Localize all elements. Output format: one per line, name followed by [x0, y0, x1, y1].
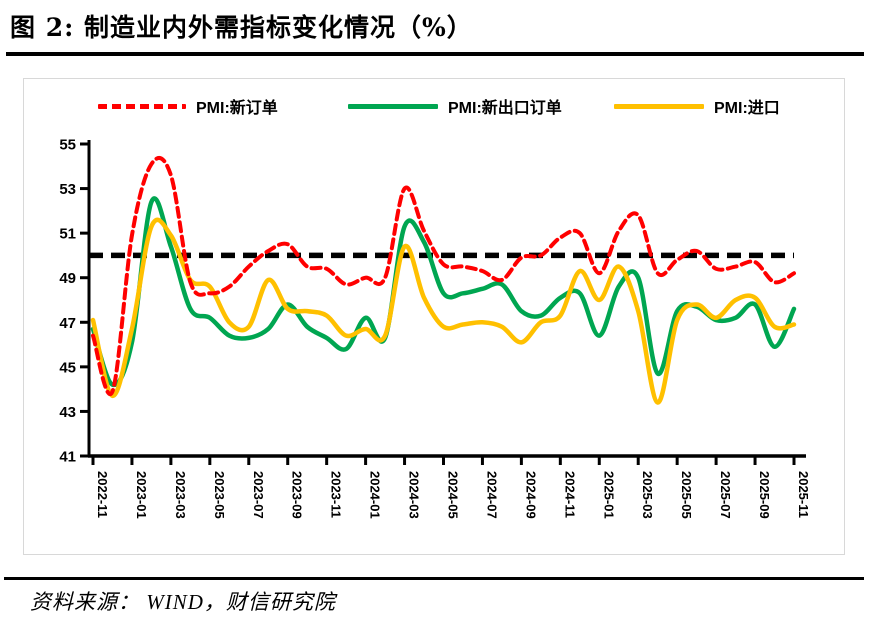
y-tick-label: 45	[59, 359, 76, 376]
source-divider	[4, 577, 864, 580]
x-tick-label: 2024-01	[368, 471, 383, 519]
x-tick-label: 2023-05	[212, 471, 227, 519]
x-tick-label: 2025-01	[601, 471, 616, 519]
legend-swatch-green	[348, 103, 438, 109]
y-tick-label: 47	[59, 315, 76, 332]
x-tick-label: 2023-11	[329, 471, 344, 518]
x-tick-label: 2024-03	[407, 471, 422, 519]
y-tick-label: 43	[59, 404, 76, 421]
legend-item-new-export-orders: PMI:新出口订单	[348, 95, 562, 117]
x-tick-label: 2022-11	[95, 471, 110, 518]
x-tick-label: 2024-07	[484, 471, 499, 519]
chart-card: 41 43 45 47 49 51 53 55 2022-11 2023-01 2023-03 202…	[23, 78, 845, 555]
x-tick-label: 2025-07	[718, 471, 733, 519]
y-tick-label: 53	[59, 181, 76, 198]
pmi-line-chart: 41 43 45 47 49 51 53 55 2022-11 2023-01 2023-03 202…	[59, 137, 811, 519]
series-line-imports	[90, 217, 797, 405]
y-tick-label: 41	[59, 449, 76, 466]
x-tick-label: 2023-01	[134, 471, 149, 519]
y-tick-label: 49	[59, 270, 76, 287]
x-tick-label: 2023-03	[173, 471, 188, 519]
x-tick-label: 2025-09	[757, 471, 772, 519]
legend-swatch-yellow	[614, 103, 704, 109]
title-underline	[6, 52, 864, 56]
legend-label-new-export-orders: PMI:新出口订单	[448, 100, 562, 117]
x-tick-label: 2024-11	[562, 471, 577, 518]
legend-label-new-orders: PMI:新订单	[196, 100, 278, 117]
x-tick-label: 2024-05	[445, 471, 460, 519]
legend-item-new-orders: PMI:新订单	[98, 95, 278, 117]
source-text: 资料来源： WIND，财信研究院	[30, 590, 336, 614]
series-line-new-orders	[91, 156, 796, 397]
x-tick-label: 2024-09	[523, 471, 538, 519]
x-tick-label: 2023-07	[251, 471, 266, 519]
figure-title: 图 2: 制造业内外需指标变化情况（%）	[10, 13, 473, 42]
y-tick-label: 55	[59, 137, 76, 154]
legend-item-imports: PMI:进口	[614, 95, 780, 117]
y-tick-label: 51	[59, 226, 76, 243]
x-tick-label: 2025-05	[679, 471, 694, 519]
legend-swatch-red-dashed	[98, 103, 186, 109]
legend-label-imports: PMI:进口	[714, 100, 780, 117]
x-tick-label: 2025-11	[796, 471, 811, 518]
x-tick-label: 2023-09	[290, 471, 305, 519]
x-tick-label: 2025-03	[640, 471, 655, 519]
series-line-new-export-orders	[90, 196, 797, 388]
